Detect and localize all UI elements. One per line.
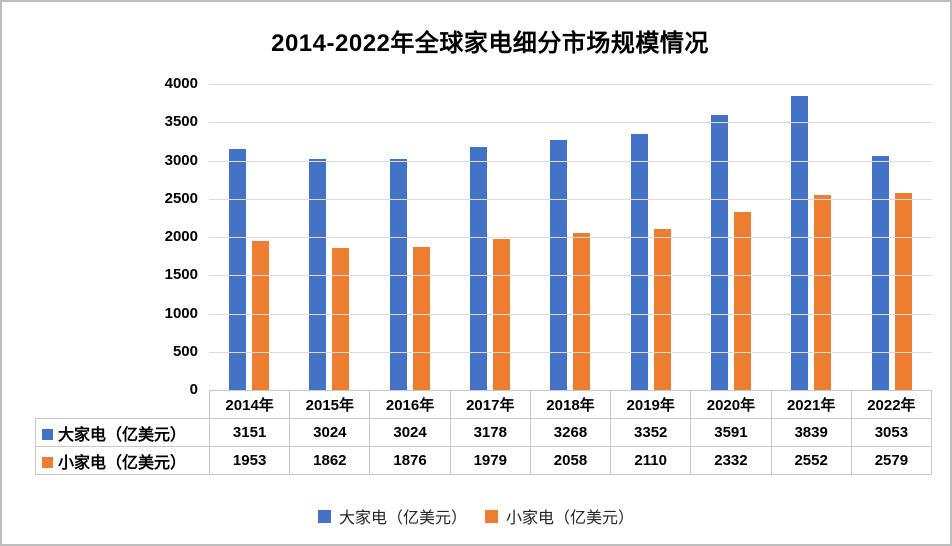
bar-large-appliances xyxy=(550,140,568,390)
bar-small-appliances xyxy=(252,240,270,390)
gridline xyxy=(209,122,932,124)
data-table: 2014年 2015年 2016年 2017年 2018年 2019年 2020年 2021年… xyxy=(35,390,933,475)
y-tick-label: 500 xyxy=(172,342,198,360)
bar-small-appliances xyxy=(894,192,912,390)
bar-large-appliances xyxy=(791,96,809,390)
legend-swatch-icon xyxy=(317,509,331,523)
table-year-cell: 2015年 xyxy=(289,390,371,419)
y-tick-label: 3500 xyxy=(164,113,198,131)
bar-large-appliances xyxy=(309,158,327,390)
bar-group xyxy=(611,84,691,390)
bar-large-appliances xyxy=(229,148,247,390)
table-series-label: 大家电（亿美元） xyxy=(35,418,210,447)
table-value-cell: 1953 xyxy=(208,446,291,475)
table-value-cell: 2552 xyxy=(770,446,852,475)
table-value-cell: 2332 xyxy=(690,446,772,475)
gridline xyxy=(209,351,932,353)
table-row-years: 2014年 2015年 2016年 2017年 2018年 2019年 2020年 2021年… xyxy=(36,390,933,419)
bar-large-appliances xyxy=(871,156,889,390)
plot-area xyxy=(209,84,932,390)
table-value-cell: 3151 xyxy=(208,418,291,447)
y-tick-label: 2500 xyxy=(164,189,198,207)
table-value-cell: 2579 xyxy=(850,446,933,475)
gridline xyxy=(209,160,932,162)
bar-small-appliances xyxy=(412,246,430,390)
bar-group xyxy=(852,84,932,390)
bar-group xyxy=(691,84,771,390)
data-table-body: 2014年 2015年 2016年 2017年 2018年 2019年 2020年 2021年… xyxy=(35,390,933,475)
y-tick-label: 1500 xyxy=(164,266,198,284)
y-tick-label: 2000 xyxy=(164,228,198,245)
table-value-cell: 3591 xyxy=(690,418,772,447)
bar-group xyxy=(771,84,851,390)
bar-large-appliances xyxy=(711,115,729,390)
table-value-cell: 1862 xyxy=(289,446,371,475)
table-year-cell: 2021年 xyxy=(770,390,852,419)
bar-groups xyxy=(209,84,932,390)
bar-group xyxy=(370,84,450,390)
bar-large-appliances xyxy=(389,158,407,390)
y-tick-label: 1000 xyxy=(164,304,198,322)
legend-swatch-icon xyxy=(485,509,498,523)
bar-small-appliances xyxy=(332,247,350,390)
table-year-cell: 2022年 xyxy=(850,390,933,419)
table-value-cell: 2058 xyxy=(529,446,612,475)
table-value-cell: 2110 xyxy=(610,446,692,475)
y-tick-label: 4000 xyxy=(164,75,198,92)
gridline xyxy=(209,198,932,200)
table-year-cell: 2014年 xyxy=(208,390,291,419)
bar-small-appliances xyxy=(653,228,671,390)
legend-item: 小家电（亿美元） xyxy=(485,504,634,528)
table-value-cell: 3024 xyxy=(369,418,451,447)
gridline xyxy=(209,84,932,85)
bar-group xyxy=(530,84,610,390)
gridline xyxy=(209,313,932,315)
table-row: 小家电（亿美元） 1953 1862 1876 1979 2058 2110 2332 2552… xyxy=(35,446,933,475)
data-table-grid: 2014年 2015年 2016年 2017年 2018年 2019年 2020年 2021年… xyxy=(35,390,933,475)
series-key-icon xyxy=(42,428,53,440)
table-year-cell: 2018年 xyxy=(529,390,612,419)
table-blank-cell xyxy=(36,391,210,419)
legend-label: 小家电（亿美元） xyxy=(506,510,635,527)
table-year-cell: 2020年 xyxy=(690,390,772,419)
table-year-cell: 2017年 xyxy=(449,390,531,419)
table-value-cell: 3268 xyxy=(529,418,612,447)
table-value-cell: 3839 xyxy=(770,418,852,447)
bar-large-appliances xyxy=(630,133,648,390)
legend-label: 大家电（亿美元） xyxy=(338,510,467,527)
table-year-cell: 2019年 xyxy=(610,390,692,419)
table-row: 大家电（亿美元） 3151 3024 3024 3178 3268 3352 3591 3839… xyxy=(35,418,933,447)
chart-title: 2014-2022年全球家电细分市场规模情况 xyxy=(271,30,709,57)
table-value-cell: 3352 xyxy=(610,418,692,447)
table-year-cell: 2016年 xyxy=(369,390,451,419)
gridline xyxy=(209,237,932,238)
bar-small-appliances xyxy=(814,194,832,390)
y-axis: 0 500 1000 1500 2000 2500 3000 3500 4000 xyxy=(140,75,198,398)
table-value-cell: 3178 xyxy=(449,418,531,447)
bar-large-appliances xyxy=(470,146,488,390)
gridline xyxy=(209,275,932,277)
bar-small-appliances xyxy=(734,211,752,390)
y-tick-label: 0 xyxy=(189,381,198,398)
bar-group xyxy=(289,84,369,390)
table-value-cell: 3053 xyxy=(850,418,933,447)
series-key-icon xyxy=(42,456,53,468)
table-value-cell: 1979 xyxy=(449,446,531,475)
y-tick-label: 3000 xyxy=(164,151,198,169)
chart-legend: 大家电（亿美元） 小家电（亿美元） xyxy=(2,504,950,528)
legend-item: 大家电（亿美元） xyxy=(317,504,467,528)
table-value-cell: 3024 xyxy=(289,418,371,447)
table-value-cell: 1876 xyxy=(369,446,451,475)
table-series-label: 小家电（亿美元） xyxy=(35,446,210,475)
bar-small-appliances xyxy=(573,232,591,390)
